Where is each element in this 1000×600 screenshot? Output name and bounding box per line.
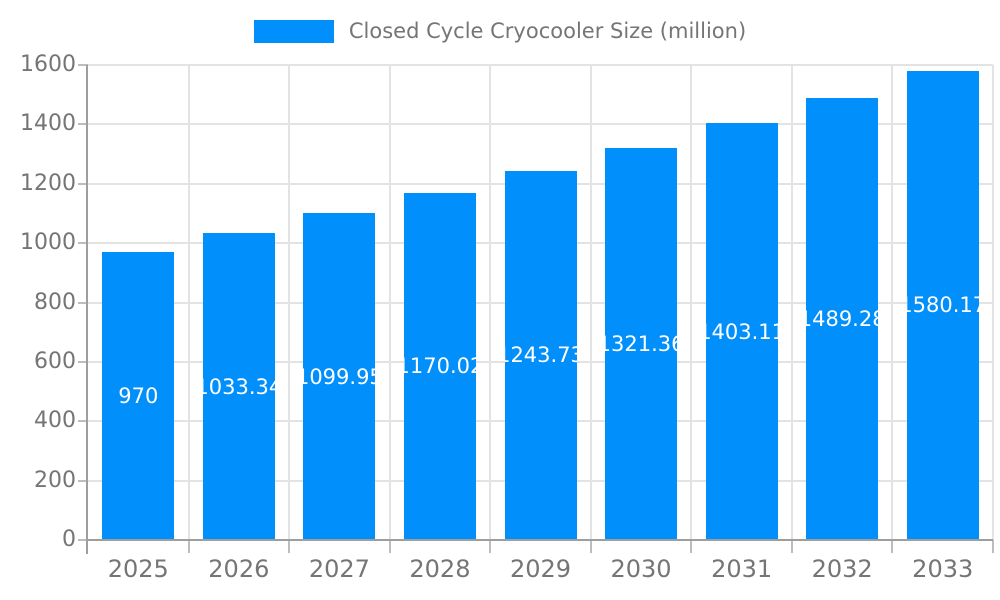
bar: 1403.11	[705, 123, 778, 540]
bar-value-label: 1170.02	[404, 354, 476, 379]
x-gridline	[489, 65, 492, 540]
bar: 1580.17	[906, 70, 979, 540]
bar-value-label: 1099.95	[303, 364, 375, 389]
x-axis-line	[86, 539, 993, 541]
x-gridline	[992, 65, 994, 540]
x-tick-label: 2029	[509, 555, 572, 583]
y-tick-label: 1400	[20, 111, 76, 137]
x-axis-tick	[288, 540, 291, 553]
y-tick-label: 400	[34, 408, 76, 434]
y-tick-label: 600	[34, 348, 76, 374]
y-axis-tick	[78, 301, 88, 304]
x-gridline	[288, 65, 291, 540]
legend-label: Closed Cycle Cryocooler Size (million)	[348, 19, 747, 43]
bar: 1099.95	[303, 213, 376, 540]
legend-swatch-icon	[253, 19, 334, 43]
y-axis-tick	[78, 539, 88, 541]
bar-value-label: 1580.17	[907, 293, 979, 318]
x-axis-tick	[891, 540, 894, 553]
x-axis-tick	[187, 540, 190, 553]
x-gridline	[690, 65, 693, 540]
x-gridline	[790, 65, 793, 540]
x-axis-tick	[790, 540, 793, 553]
x-tick-label: 2031	[711, 555, 773, 583]
bar: 1033.34	[202, 233, 275, 540]
x-tick-label: 2028	[409, 555, 471, 583]
x-tick-label: 2032	[811, 555, 873, 583]
chart-legend[interactable]: Closed Cycle Cryocooler Size (million)	[0, 19, 1000, 43]
x-gridline	[187, 65, 190, 540]
y-axis-line	[86, 65, 88, 554]
x-axis-tick	[992, 540, 994, 553]
bar-value-label: 1243.73	[505, 343, 577, 368]
y-tick-label: 1200	[20, 170, 76, 196]
bar: 1321.36	[605, 147, 678, 540]
x-axis-tick	[489, 540, 492, 553]
y-axis-tick	[78, 182, 88, 185]
bar-value-label: 970	[118, 384, 159, 409]
y-gridline	[88, 64, 993, 66]
x-tick-label: 2030	[610, 555, 672, 583]
bar: 970	[102, 252, 175, 540]
x-tick-label: 2025	[107, 555, 169, 583]
x-gridline	[891, 65, 894, 540]
x-tick-label: 2026	[208, 555, 270, 583]
y-tick-label: 800	[34, 289, 76, 315]
y-axis-tick	[78, 64, 88, 66]
y-axis-tick	[78, 360, 88, 363]
x-tick-label: 2033	[912, 555, 974, 583]
bar-value-label: 1321.36	[605, 331, 677, 356]
x-tick-label: 2027	[308, 555, 370, 583]
y-axis-tick	[78, 420, 88, 423]
x-gridline	[589, 65, 592, 540]
y-tick-label: 1600	[20, 52, 76, 77]
y-gridline	[88, 123, 993, 126]
bar: 1243.73	[504, 170, 577, 540]
y-tick-label: 200	[34, 467, 76, 493]
x-axis-tick	[690, 540, 693, 553]
x-axis-tick	[589, 540, 592, 553]
x-gridline	[388, 65, 391, 540]
y-axis-tick	[78, 242, 88, 245]
bar-value-label: 1403.11	[706, 319, 778, 344]
x-axis-tick	[388, 540, 391, 553]
y-tick-label: 0	[62, 527, 76, 552]
y-axis-tick	[78, 479, 88, 482]
y-axis-tick	[78, 123, 88, 126]
bar-value-label: 1033.34	[203, 374, 275, 399]
bar: 1170.02	[403, 192, 476, 540]
y-tick-label: 1000	[20, 230, 76, 256]
